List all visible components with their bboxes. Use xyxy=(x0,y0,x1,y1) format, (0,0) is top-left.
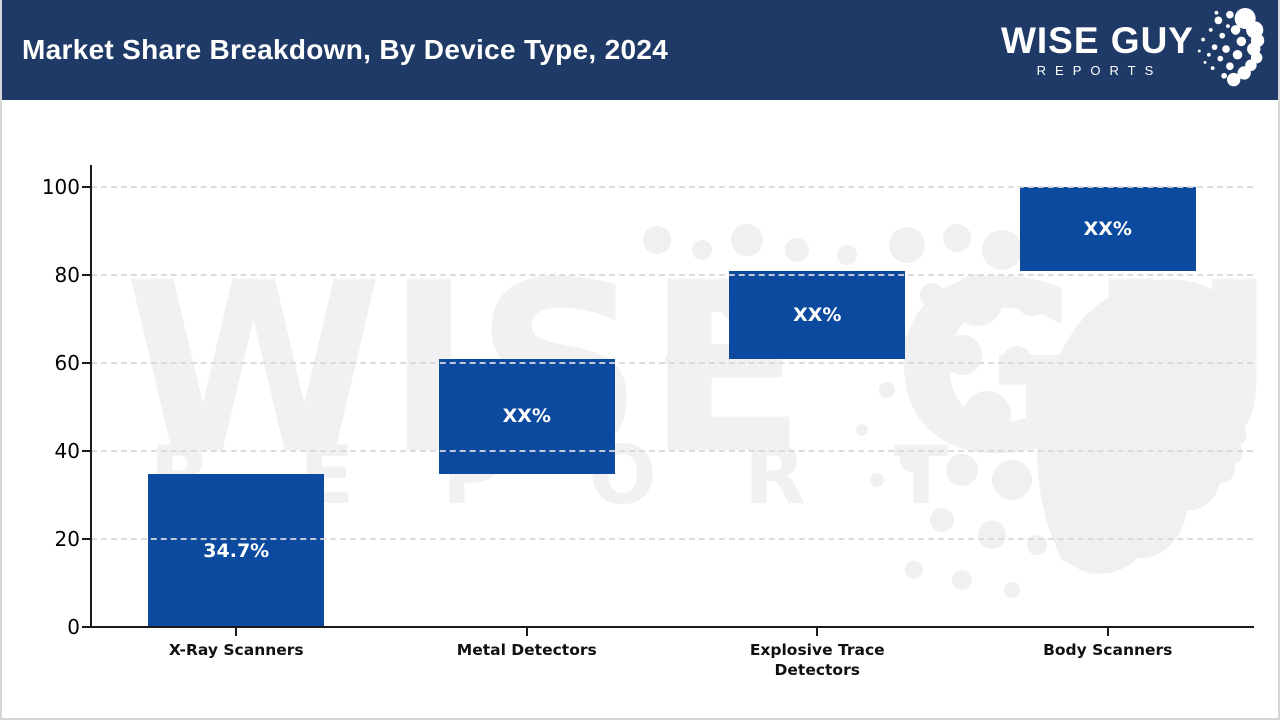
logo-subtitle: REPORTS xyxy=(1036,63,1163,78)
y-tick-mark xyxy=(82,626,91,628)
logo-wordmark: WISE GUY xyxy=(1000,20,1194,61)
x-tick-mark xyxy=(1106,628,1109,636)
x-category-label: Metal Detectors xyxy=(456,641,597,659)
y-tick-label: 20 xyxy=(54,527,80,551)
header-bar: Market Share Breakdown, By Device Type, … xyxy=(2,0,1278,100)
y-tick-label: 100 xyxy=(41,175,80,199)
y-tick-label: 40 xyxy=(54,439,80,463)
gridline xyxy=(91,274,1253,276)
x-category-label: Explosive Trace Detectors xyxy=(749,641,885,679)
y-tick-mark xyxy=(82,538,91,540)
x-axis-line xyxy=(90,626,1254,628)
wiseguy-logo: WISE GUY REPORTS xyxy=(1000,7,1278,93)
gridline xyxy=(91,450,1253,452)
y-tick-label: 80 xyxy=(54,263,80,287)
bar-segment xyxy=(148,474,325,627)
gridline xyxy=(91,538,1253,540)
bar-value-label: XX% xyxy=(502,405,551,428)
y-tick-label: 60 xyxy=(54,351,80,375)
y-tick-label: 0 xyxy=(67,615,80,639)
y-tick-mark xyxy=(82,274,91,276)
bar-value-label: 34.7% xyxy=(203,539,270,562)
bar-value-label: XX% xyxy=(793,303,842,326)
y-axis-line xyxy=(90,165,92,628)
y-tick-mark xyxy=(82,186,91,188)
bar-value-label: XX% xyxy=(1083,217,1132,240)
y-tick-mark xyxy=(82,362,91,364)
bar-segment xyxy=(729,270,906,359)
gridline xyxy=(91,186,1253,188)
x-category-label: X-Ray Scanners xyxy=(168,641,304,659)
x-tick-mark xyxy=(235,628,238,636)
bar-segment xyxy=(438,358,615,475)
x-tick-mark xyxy=(525,628,528,636)
bar-segment xyxy=(1019,187,1196,271)
page-title: Market Share Breakdown, By Device Type, … xyxy=(22,34,669,65)
x-tick-mark xyxy=(816,628,819,636)
gridline xyxy=(91,362,1253,364)
y-tick-mark xyxy=(82,450,91,452)
x-category-label: Body Scanners xyxy=(1043,641,1173,659)
logo-face-icon xyxy=(1197,7,1265,87)
